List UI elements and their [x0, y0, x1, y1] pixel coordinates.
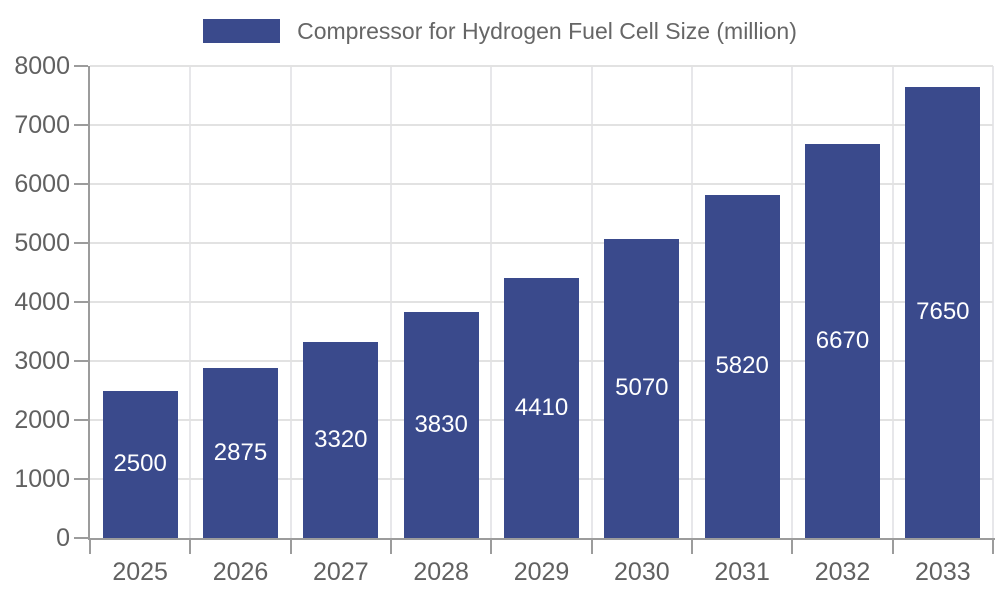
x-tick-7	[791, 540, 794, 554]
plot-area: 2500 2875 3320 3830 4410 5070 5820 6670 7650	[74, 65, 995, 554]
gridline-horizontal-6000	[90, 183, 993, 185]
bar-2027[interactable]: 3320	[303, 342, 379, 538]
bar-value-label: 6670	[815, 327, 870, 355]
y-tick-label-2000: 2000	[14, 406, 70, 434]
y-tick-8000	[74, 65, 88, 67]
x-tick-0	[89, 540, 91, 554]
legend-label: Compressor for Hydrogen Fuel Cell Size (…	[297, 18, 797, 44]
legend-swatch	[203, 19, 281, 43]
x-tick-label-2028: 2028	[413, 558, 469, 586]
y-axis-labels: 0 1000 2000 3000 4000 5000 6000 7000 8000	[0, 52, 70, 552]
x-tick-label-2031: 2031	[714, 558, 770, 586]
bar-2025[interactable]: 2500	[102, 390, 178, 538]
y-tick-5000	[74, 242, 88, 244]
bar-value-label: 7650	[916, 298, 970, 326]
y-tick-label-1000: 1000	[14, 465, 70, 493]
bar-value-label: 4410	[514, 393, 569, 421]
bar-value-label: 5820	[715, 352, 769, 380]
bar-2029[interactable]: 4410	[504, 277, 579, 538]
y-tick-4000	[74, 301, 88, 303]
y-tick-label-7000: 7000	[14, 111, 70, 139]
x-axis-labels: 2025 2026 2027 2028 2029 2030 2031 2032 2033	[90, 558, 993, 588]
bar-2033[interactable]: 7650	[905, 86, 981, 538]
bar-value-label: 3830	[414, 411, 468, 439]
x-tick-1	[189, 540, 192, 554]
bar-value-label: 2500	[113, 450, 167, 478]
y-tick-label-0: 0	[56, 524, 70, 552]
y-tick-7000	[74, 124, 88, 126]
x-tick-4	[490, 540, 493, 554]
y-tick-label-5000: 5000	[14, 229, 70, 257]
gridline-horizontal-5000	[90, 242, 993, 244]
y-tick-0	[74, 537, 88, 539]
y-tick-2000	[74, 419, 88, 421]
y-axis-line	[88, 66, 90, 540]
gridline-horizontal-8000	[90, 65, 993, 67]
y-tick-label-6000: 6000	[14, 170, 70, 198]
bar-2031[interactable]: 5820	[704, 194, 780, 538]
y-tick-3000	[74, 360, 88, 362]
bar-2028[interactable]: 3830	[403, 312, 479, 538]
bar-2030[interactable]: 5070	[604, 238, 680, 538]
legend[interactable]: Compressor for Hydrogen Fuel Cell Size (…	[0, 17, 1000, 45]
y-tick-label-4000: 4000	[14, 288, 70, 316]
x-tick-5	[590, 540, 593, 554]
bar-value-label: 3320	[314, 426, 368, 454]
y-tick-label-8000: 8000	[14, 52, 70, 80]
x-tick-2	[289, 540, 292, 554]
x-tick-label-2027: 2027	[313, 558, 369, 586]
y-tick-6000	[74, 183, 88, 185]
x-tick-label-2025: 2025	[112, 558, 168, 586]
gridline-horizontal-7000	[90, 124, 993, 126]
x-tick-label-2029: 2029	[513, 558, 570, 586]
x-tick-3	[390, 540, 392, 554]
bar-value-label: 2875	[213, 439, 268, 467]
bar-value-label: 5070	[615, 374, 669, 402]
bar-2032[interactable]: 6670	[805, 144, 880, 538]
y-tick-1000	[74, 478, 88, 480]
x-tick-label-2026: 2026	[212, 558, 269, 586]
x-tick-label-2033: 2033	[915, 558, 971, 586]
x-tick-label-2030: 2030	[614, 558, 670, 586]
y-tick-label-3000: 3000	[14, 347, 70, 375]
gridline-vertical-9	[992, 66, 994, 538]
x-tick-label-2032: 2032	[814, 558, 871, 586]
x-axis-line	[88, 538, 995, 540]
x-tick-9	[992, 540, 994, 554]
x-tick-6	[691, 540, 693, 554]
x-tick-8	[891, 540, 894, 554]
bar-2026[interactable]: 2875	[203, 368, 278, 538]
